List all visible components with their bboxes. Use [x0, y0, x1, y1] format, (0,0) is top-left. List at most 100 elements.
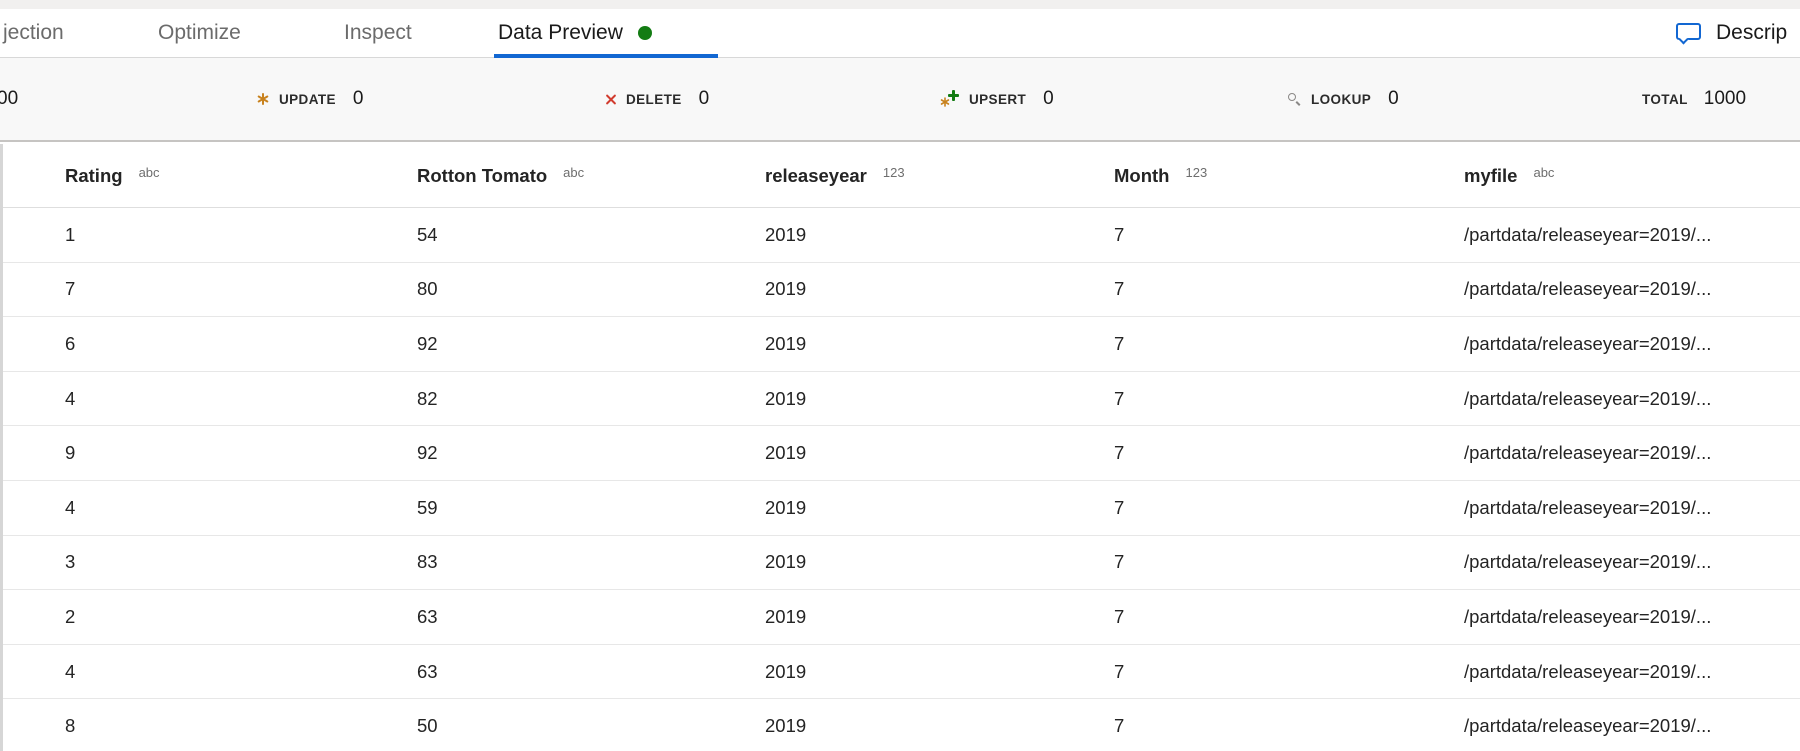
stat-partial-count: 00: [0, 58, 18, 140]
table-cell[interactable]: 80: [417, 278, 438, 300]
upsert-asterisk-plus-icon: [938, 90, 960, 108]
table-cell[interactable]: /partdata/releaseyear=2019/...: [1464, 715, 1712, 737]
stat-update: UPDATE 0: [256, 58, 363, 140]
stat-value: 0: [1388, 88, 1399, 109]
tab-label: Data Preview: [498, 21, 623, 44]
lookup-magnifier-icon: [1287, 92, 1302, 107]
table-cell[interactable]: 1: [65, 223, 76, 245]
stat-value: 0: [698, 88, 710, 109]
table-cell[interactable]: /partdata/releaseyear=2019/...: [1464, 660, 1712, 682]
table-cell[interactable]: /partdata/releaseyear=2019/...: [1464, 332, 1712, 354]
table-cell[interactable]: /partdata/releaseyear=2019/...: [1464, 496, 1712, 518]
table-cell[interactable]: 2019: [765, 442, 807, 464]
table-row: 4 63 2019 7/partdata/releaseyear=2019/...: [3, 645, 1800, 700]
stat-label: UPDATE: [279, 91, 336, 107]
description-label: Descrip: [1716, 21, 1788, 44]
table-row: 6 92 2019 7/partdata/releaseyear=2019/...: [3, 317, 1800, 372]
table-cell[interactable]: 50: [417, 715, 438, 737]
stat-value: 0: [1043, 88, 1054, 109]
table-cell[interactable]: 9: [65, 442, 76, 464]
delete-x-icon: [604, 93, 617, 106]
active-tab-underline: [494, 54, 718, 58]
table-cell[interactable]: 7: [65, 278, 76, 300]
tab-bar: jection Optimize Inspect Data Preview De…: [0, 9, 1800, 58]
table-cell[interactable]: 92: [417, 332, 438, 354]
table-cell[interactable]: 6: [65, 332, 76, 354]
column-name: Rotton Tomato: [417, 164, 548, 186]
update-asterisk-icon: [256, 92, 270, 106]
column-type-badge: 123: [882, 165, 905, 180]
table-cell[interactable]: 59: [417, 496, 438, 518]
description-button[interactable]: Descrip: [1676, 9, 1787, 57]
tab-data-preview[interactable]: Data Preview: [498, 9, 652, 57]
table-cell[interactable]: 63: [417, 605, 438, 627]
column-header-rotton-tomato[interactable]: Rotton Tomato abc: [417, 144, 584, 207]
column-header-releaseyear[interactable]: releaseyear 123: [765, 144, 905, 207]
tab-optimize[interactable]: Optimize: [158, 9, 241, 57]
table-cell[interactable]: 7: [1114, 551, 1125, 573]
data-available-dot-icon: [637, 26, 652, 40]
table-cell[interactable]: 7: [1114, 715, 1125, 737]
table-row: 4 59 2019 7/partdata/releaseyear=2019/...: [3, 481, 1800, 536]
table-cell[interactable]: /partdata/releaseyear=2019/...: [1464, 278, 1712, 300]
table-cell[interactable]: 83: [417, 551, 438, 573]
table-cell[interactable]: 2019: [765, 496, 807, 518]
table-cell[interactable]: 2019: [765, 715, 807, 737]
table-cell[interactable]: 7: [1114, 442, 1125, 464]
table-cell[interactable]: 2019: [765, 605, 807, 627]
tab-projection[interactable]: jection: [3, 9, 64, 57]
column-header-myfile[interactable]: myfile abc: [1464, 144, 1554, 207]
table-cell[interactable]: 8: [65, 715, 76, 737]
table-cell[interactable]: 4: [65, 660, 76, 682]
table-cell[interactable]: 82: [417, 387, 438, 409]
table-cell[interactable]: 7: [1114, 332, 1125, 354]
table-cell[interactable]: 7: [1114, 278, 1125, 300]
table-cell[interactable]: 2019: [765, 387, 807, 409]
column-header-month[interactable]: Month 123: [1114, 144, 1207, 207]
table-row: 4 82 2019 7/partdata/releaseyear=2019/...: [3, 372, 1800, 427]
table-row: 1 54 2019 7/partdata/releaseyear=2019/...: [3, 208, 1800, 263]
stat-value: 0: [352, 88, 364, 109]
stat-value: 00: [0, 88, 19, 109]
table-cell[interactable]: /partdata/releaseyear=2019/...: [1464, 605, 1712, 627]
stat-label: UPSERT: [969, 91, 1027, 107]
table-cell[interactable]: 2019: [765, 278, 807, 300]
table-cell[interactable]: 4: [65, 387, 76, 409]
table-cell[interactable]: /partdata/releaseyear=2019/...: [1464, 387, 1712, 409]
table-row: 7 80 2019 7/partdata/releaseyear=2019/...: [3, 263, 1800, 318]
table-cell[interactable]: 2019: [765, 223, 807, 245]
table-cell[interactable]: /partdata/releaseyear=2019/...: [1464, 223, 1712, 245]
table-cell[interactable]: 7: [1114, 660, 1125, 682]
table-cell[interactable]: 54: [417, 223, 438, 245]
tab-label: Optimize: [158, 21, 241, 44]
column-type-badge: abc: [138, 165, 160, 180]
column-header-rating[interactable]: Rating abc: [65, 144, 160, 207]
column-name: releaseyear: [765, 164, 867, 186]
table-header-row: Rating abc Rotton Tomato abc releaseyear 123 M…: [3, 144, 1800, 208]
table-cell[interactable]: 63: [417, 660, 438, 682]
table-cell[interactable]: 2019: [765, 551, 807, 573]
table-cell[interactable]: 7: [1114, 605, 1125, 627]
table-cell[interactable]: 2019: [765, 660, 807, 682]
table-body: 1 54 2019 7/partdata/releaseyear=2019/... 7 8…: [3, 208, 1800, 751]
table-cell[interactable]: 7: [1114, 496, 1125, 518]
column-name: Rating: [65, 164, 123, 186]
table-cell[interactable]: /partdata/releaseyear=2019/...: [1464, 551, 1712, 573]
table-cell[interactable]: 7: [1114, 387, 1125, 409]
table-cell[interactable]: /partdata/releaseyear=2019/...: [1464, 442, 1712, 464]
table-cell[interactable]: 4: [65, 496, 76, 518]
table-cell[interactable]: 2019: [765, 332, 807, 354]
table-row: 8 50 2019 7/partdata/releaseyear=2019/...: [3, 699, 1800, 751]
table-cell[interactable]: 3: [65, 551, 76, 573]
table-cell[interactable]: 92: [417, 442, 438, 464]
table-cell[interactable]: 7: [1114, 223, 1125, 245]
tab-label: Inspect: [344, 21, 412, 44]
table-cell[interactable]: 2: [65, 605, 76, 627]
table-row: 9 92 2019 7/partdata/releaseyear=2019/...: [3, 426, 1800, 481]
data-preview-table: Rating abc Rotton Tomato abc releaseyear 123 M…: [0, 144, 1800, 751]
stat-delete: DELETE 0: [604, 58, 709, 140]
column-name: Month: [1114, 164, 1170, 186]
tab-inspect[interactable]: Inspect: [344, 9, 412, 57]
chat-bubble-icon: [1676, 21, 1702, 45]
